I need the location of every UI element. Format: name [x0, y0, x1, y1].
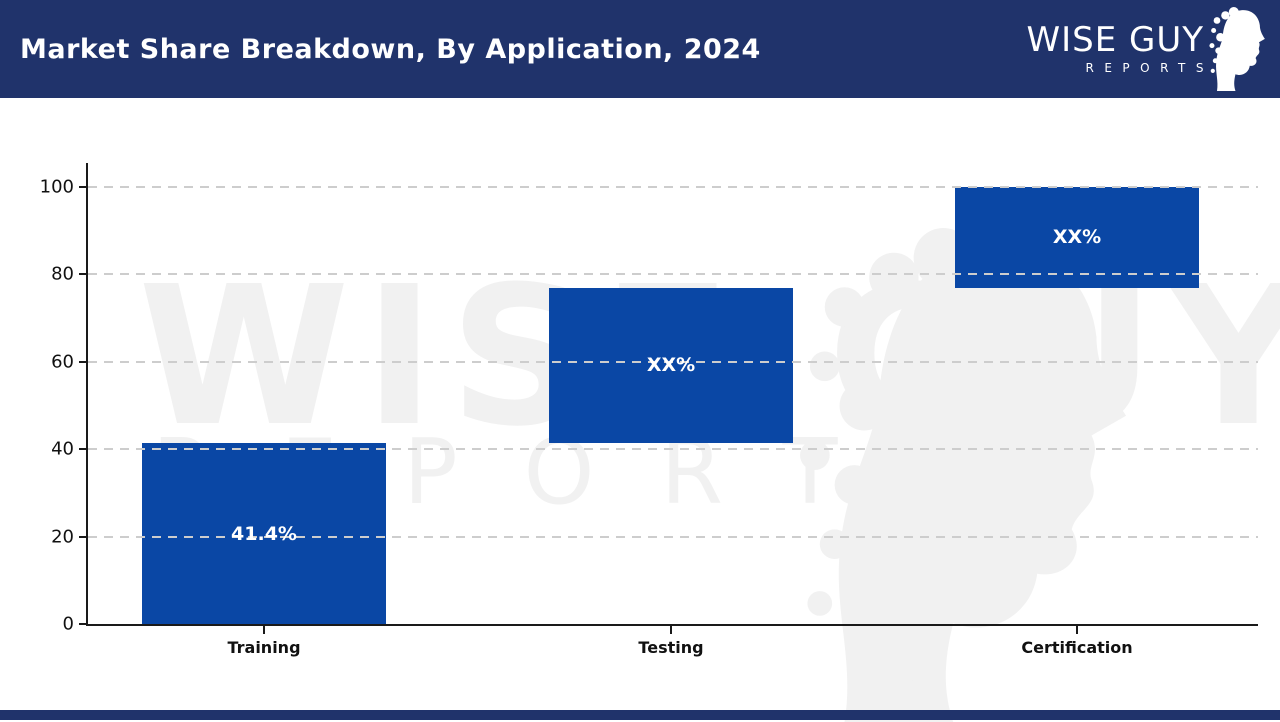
y-tick-label: 0	[62, 613, 74, 635]
x-tick-label: Certification	[1021, 638, 1133, 657]
gridline	[88, 273, 1258, 276]
gridline	[88, 535, 1258, 538]
gridline	[88, 360, 1258, 363]
x-axis-tick	[1076, 626, 1078, 634]
y-axis-line	[86, 163, 88, 626]
y-axis-tick	[79, 273, 87, 276]
y-tick-label: 80	[51, 263, 74, 285]
logo-wordmark: WISE GUY	[1026, 20, 1204, 61]
y-axis-tick	[79, 535, 87, 538]
gridline	[88, 448, 1258, 451]
page-title: Market Share Breakdown, By Application, …	[20, 33, 761, 65]
y-tick-label: 100	[39, 176, 74, 198]
gridline	[88, 186, 1258, 188]
bar	[142, 443, 386, 624]
x-tick-label: Training	[227, 638, 301, 657]
y-tick-label: 60	[51, 351, 74, 373]
bar-value-label: 41.4%	[231, 522, 297, 545]
footer-bar	[0, 710, 1280, 720]
x-axis-line	[86, 624, 1258, 626]
logo-text: WISE GUY REPORTS	[1026, 20, 1204, 74]
x-tick-label: Testing	[638, 638, 704, 657]
header-bar: Market Share Breakdown, By Application, …	[0, 0, 1280, 98]
bar-value-label: XX%	[646, 354, 696, 377]
bar-value-label: XX%	[1052, 226, 1102, 249]
x-axis-tick	[670, 626, 672, 634]
x-axis-tick	[263, 626, 265, 634]
y-axis-tick	[79, 186, 87, 188]
y-tick-label: 20	[51, 526, 74, 548]
wise-guy-logo: WISE GUY REPORTS	[1026, 4, 1268, 94]
y-tick-label: 40	[51, 438, 74, 460]
logo-subtitle: REPORTS	[1085, 60, 1214, 75]
y-axis-tick	[79, 360, 87, 363]
dotted-face-icon	[1209, 7, 1265, 91]
bar	[955, 187, 1199, 288]
watermark-face-icon	[800, 228, 1127, 722]
y-axis-tick	[79, 623, 87, 625]
bar	[549, 287, 793, 444]
y-axis-tick	[79, 448, 87, 451]
